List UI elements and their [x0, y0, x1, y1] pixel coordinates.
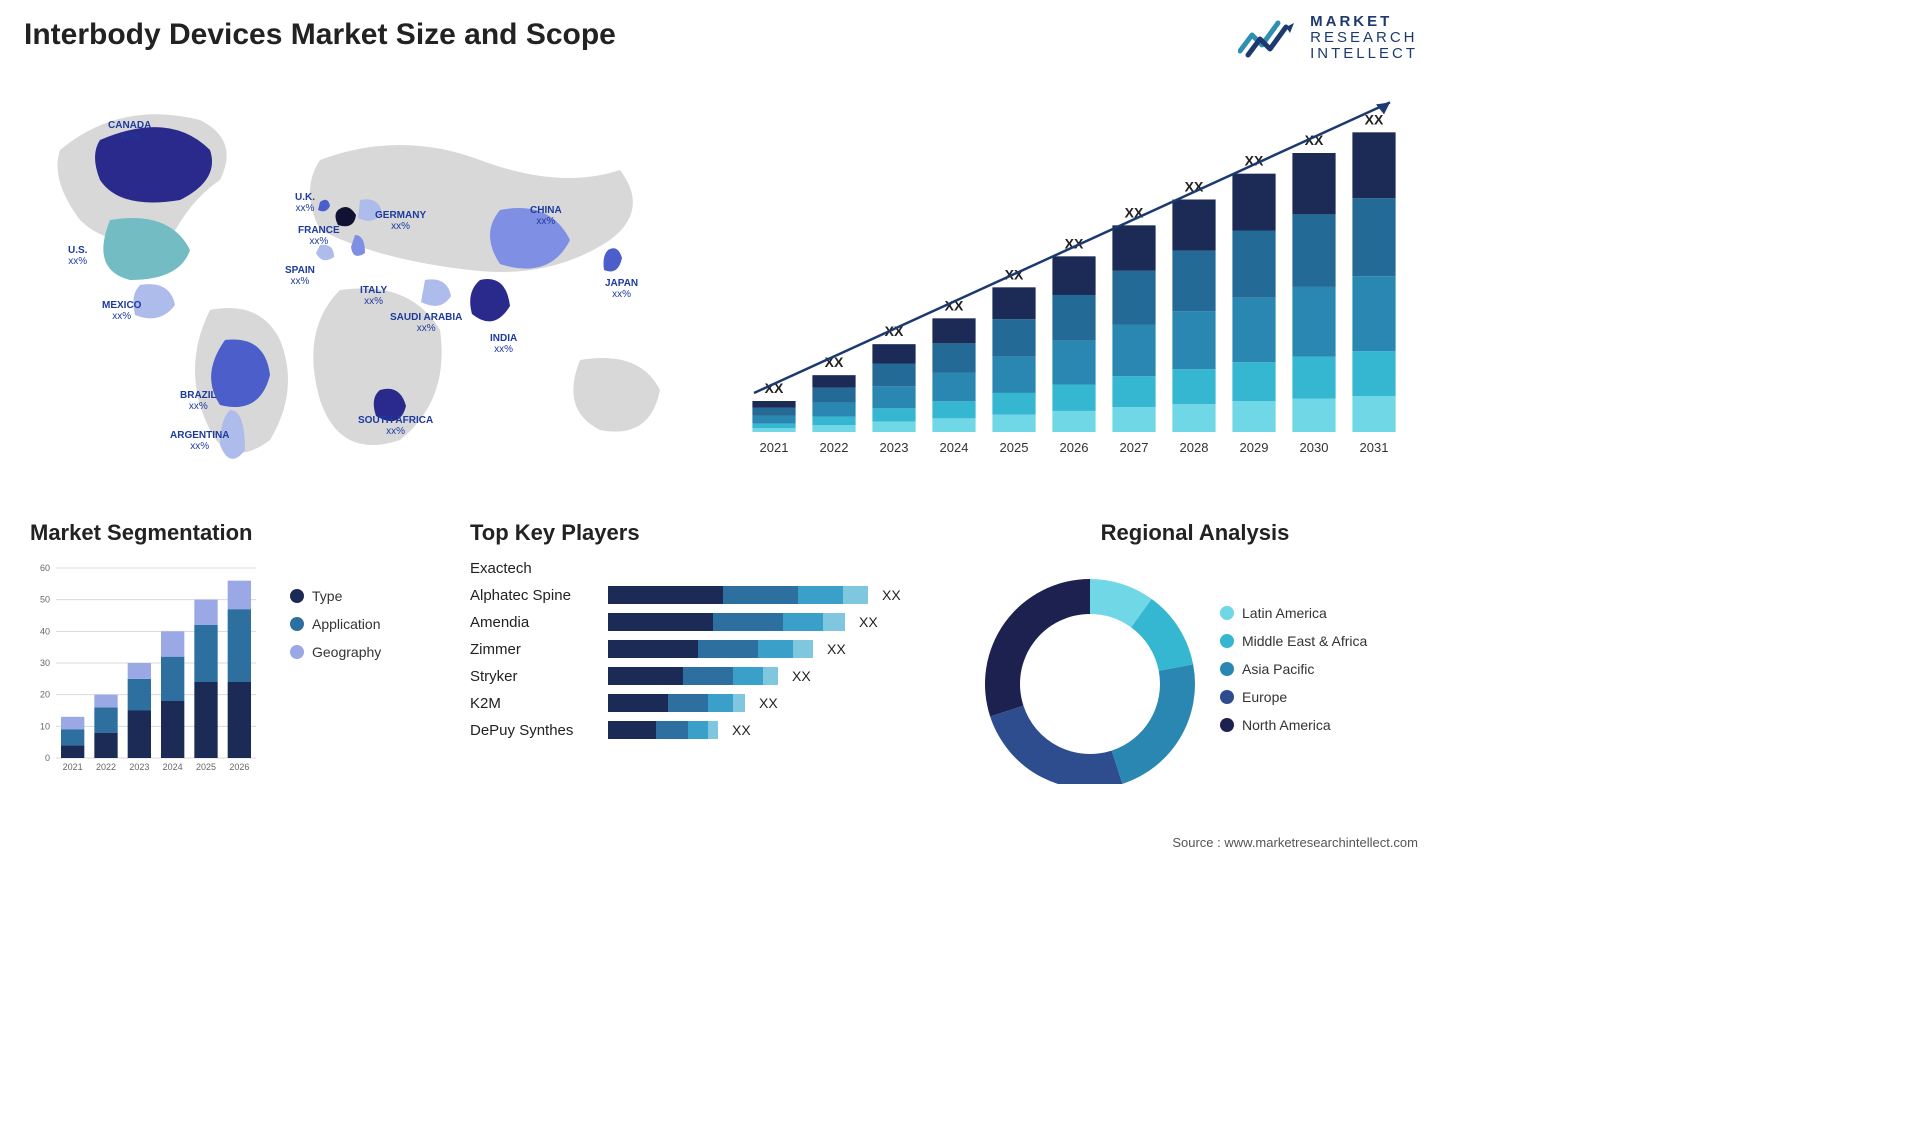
player-value: XX	[759, 695, 778, 711]
page-title: Interbody Devices Market Size and Scope	[24, 18, 616, 52]
segmentation-section: Market Segmentation 0 10 20 30 40 50 60 2021 202…	[30, 520, 440, 800]
player-name: Amendia	[470, 614, 600, 631]
legend-item: Middle East & Africa	[1220, 633, 1367, 649]
player-row: Zimmer XX	[470, 640, 901, 658]
svg-text:2026: 2026	[229, 762, 249, 772]
map-label: SPAINxx%	[285, 265, 315, 287]
svg-text:40: 40	[40, 626, 50, 636]
regional-section: Regional Analysis Latin America Middle Ea…	[980, 520, 1410, 800]
map-label: INDIAxx%	[490, 333, 517, 355]
player-bar	[608, 721, 718, 739]
map-label: BRAZILxx%	[180, 390, 217, 412]
key-players-section: Top Key Players Exactech Alphatec Spine XX…	[470, 520, 950, 800]
regional-title: Regional Analysis	[980, 520, 1410, 546]
svg-text:20: 20	[40, 690, 50, 700]
segmentation-legend: Type Application Geography	[290, 588, 381, 660]
regional-donut	[980, 554, 1200, 784]
logo-line1: MARKET	[1310, 14, 1418, 30]
svg-text:2025: 2025	[196, 762, 216, 772]
svg-text:2023: 2023	[880, 440, 909, 455]
legend-item: Asia Pacific	[1220, 661, 1367, 677]
world-map: CANADAxx% U.S.xx% MEXICOxx% BRAZILxx% ARGENT…	[20, 80, 710, 470]
segmentation-chart: 0 10 20 30 40 50 60 2021 2022 2023 2024 2025 2026	[30, 558, 260, 778]
logo-line3: INTELLECT	[1310, 46, 1418, 62]
main-bar-svg: XX2021XX2022XX2023XX2024XX2025XX2026XX20…	[734, 92, 1414, 470]
player-value: XX	[859, 614, 878, 630]
svg-text:2026: 2026	[1060, 440, 1089, 455]
svg-text:2029: 2029	[1240, 440, 1269, 455]
svg-text:0: 0	[45, 753, 50, 763]
main-bar-chart: XX2021XX2022XX2023XX2024XX2025XX2026XX20…	[734, 92, 1414, 470]
player-bar	[608, 667, 778, 685]
player-row: DePuy Synthes XX	[470, 721, 901, 739]
legend-item: Europe	[1220, 689, 1367, 705]
logo-line2: RESEARCH	[1310, 30, 1418, 46]
player-name: DePuy Synthes	[470, 722, 600, 739]
svg-text:2021: 2021	[63, 762, 83, 772]
key-players-title: Top Key Players	[470, 520, 950, 546]
svg-text:2024: 2024	[940, 440, 969, 455]
player-row: Stryker XX	[470, 667, 901, 685]
player-name: K2M	[470, 695, 600, 712]
legend-item: Type	[290, 588, 381, 604]
player-row: Alphatec Spine XX	[470, 586, 901, 604]
player-name: Alphatec Spine	[470, 587, 600, 604]
svg-text:2022: 2022	[820, 440, 849, 455]
player-row: Amendia XX	[470, 613, 901, 631]
svg-text:50: 50	[40, 595, 50, 605]
legend-item: Geography	[290, 644, 381, 660]
svg-text:2023: 2023	[129, 762, 149, 772]
svg-text:2024: 2024	[163, 762, 183, 772]
player-bar	[608, 694, 745, 712]
svg-text:2028: 2028	[1180, 440, 1209, 455]
legend-item: Latin America	[1220, 605, 1367, 621]
key-players-list: Exactech Alphatec Spine XX Amendia XX Zimmer X…	[470, 560, 901, 739]
player-value: XX	[882, 587, 901, 603]
map-label: U.K.xx%	[295, 192, 315, 214]
svg-text:30: 30	[40, 658, 50, 668]
player-value: XX	[827, 641, 846, 657]
svg-text:2031: 2031	[1360, 440, 1389, 455]
player-row: K2M XX	[470, 694, 901, 712]
svg-text:2027: 2027	[1120, 440, 1149, 455]
map-label: U.S.xx%	[68, 245, 87, 267]
svg-text:2025: 2025	[1000, 440, 1029, 455]
player-bar	[608, 640, 813, 658]
map-label: CHINAxx%	[530, 205, 562, 227]
svg-text:60: 60	[40, 563, 50, 573]
player-row: Exactech	[470, 560, 901, 577]
player-name: Zimmer	[470, 641, 600, 658]
map-label: ITALYxx%	[360, 285, 387, 307]
player-bar	[608, 613, 845, 631]
svg-text:2022: 2022	[96, 762, 116, 772]
player-value: XX	[792, 668, 811, 684]
svg-text:2030: 2030	[1300, 440, 1329, 455]
legend-item: Application	[290, 616, 381, 632]
player-bar	[608, 586, 868, 604]
legend-item: North America	[1220, 717, 1367, 733]
map-label: SOUTH AFRICAxx%	[358, 415, 433, 437]
regional-legend: Latin America Middle East & Africa Asia Pa…	[1220, 605, 1367, 733]
logo-icon	[1238, 17, 1300, 59]
map-label: CANADAxx%	[108, 120, 151, 142]
map-label: SAUDI ARABIAxx%	[390, 312, 462, 334]
player-name: Stryker	[470, 668, 600, 685]
segmentation-title: Market Segmentation	[30, 520, 440, 546]
player-value: XX	[732, 722, 751, 738]
map-label: FRANCExx%	[298, 225, 340, 247]
svg-text:2021: 2021	[760, 440, 789, 455]
map-label: GERMANYxx%	[375, 210, 426, 232]
map-label: JAPANxx%	[605, 278, 638, 300]
source-text: Source : www.marketresearchintellect.com	[1172, 835, 1418, 850]
map-label: MEXICOxx%	[102, 300, 141, 322]
brand-logo: MARKET RESEARCH INTELLECT	[1238, 14, 1418, 61]
map-label: ARGENTINAxx%	[170, 430, 229, 452]
player-name: Exactech	[470, 560, 600, 577]
svg-text:10: 10	[40, 721, 50, 731]
